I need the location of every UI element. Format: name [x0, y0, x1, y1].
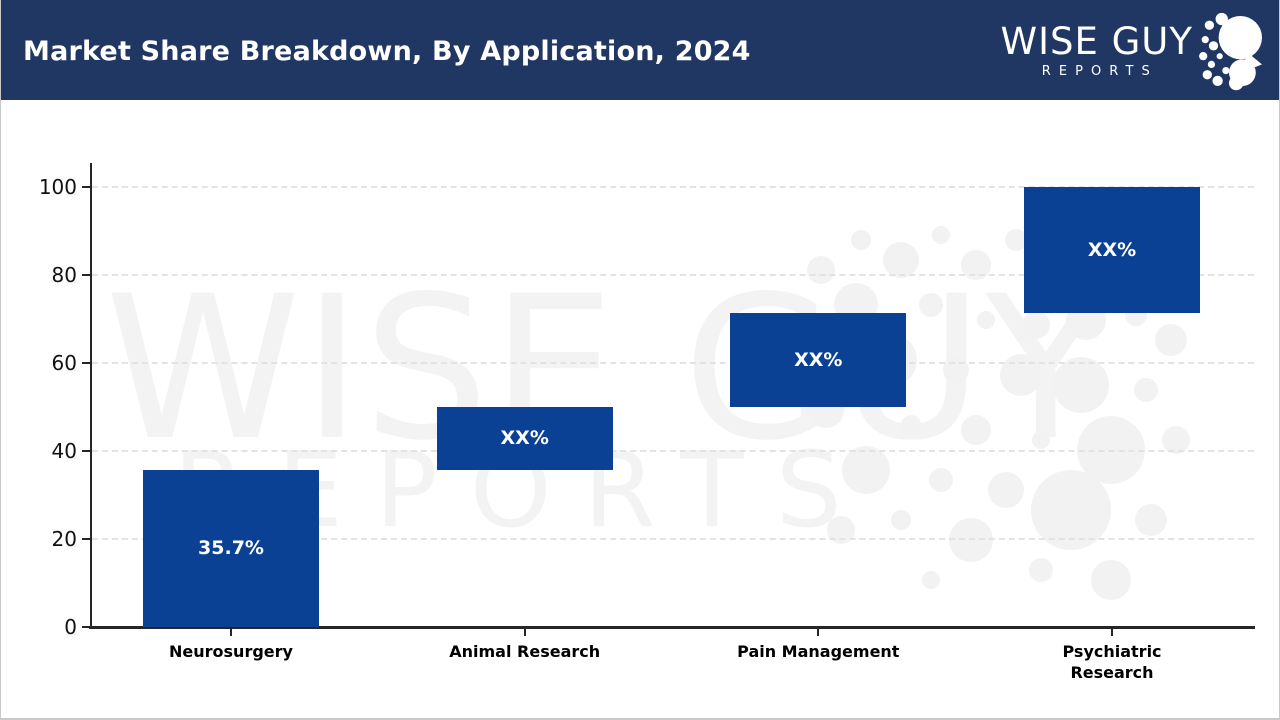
bar-value-label-pain-management: XX%: [794, 348, 843, 371]
x-tick-neurosurgery: [230, 629, 232, 636]
x-tick-animal-research: [523, 629, 526, 636]
y-tick-20: [82, 538, 90, 540]
bar-neurosurgery: 35.7%: [143, 469, 319, 627]
y-tick-label-20: 20: [51, 527, 77, 551]
logo-face-icon: [1199, 12, 1262, 91]
bar-value-label-animal-research: XX%: [500, 427, 549, 450]
logo-name: WISE GUY: [1000, 20, 1193, 63]
gridline-20: [92, 538, 1254, 540]
y-tick-label-60: 60: [51, 351, 77, 375]
header-banner: Market Share Breakdown, By Application, …: [1, 0, 1279, 100]
wise-guy-logo: WISE GUY REPORTS: [1001, 8, 1263, 94]
bar-value-label-psychiatric-research: XX%: [1087, 238, 1137, 261]
gridline-100: [92, 186, 1254, 188]
category-label-pain-management: Pain Management: [737, 642, 900, 661]
bar-pain-management: XX%: [730, 312, 907, 407]
y-tick-label-40: 40: [51, 439, 77, 463]
gridline-80: [92, 274, 1254, 276]
y-tick-40: [82, 450, 90, 452]
x-tick-pain-management: [817, 629, 820, 636]
y-axis-line: [90, 163, 92, 628]
bar-psychiatric-research: XX%: [1024, 187, 1200, 313]
gridline-40: [92, 450, 1254, 452]
y-tick-label-100: 100: [38, 175, 77, 199]
y-tick-label-0: 0: [64, 615, 77, 639]
category-label-psychiatric-research: Psychiatric Research: [1062, 642, 1162, 682]
y-tick-label-80: 80: [51, 263, 77, 287]
x-axis-line: [89, 626, 1255, 629]
bar-value-label-neurosurgery: 35.7%: [198, 537, 264, 560]
y-tick-60: [82, 362, 90, 364]
page-title: Market Share Breakdown, By Application, …: [23, 36, 751, 67]
x-tick-psychiatric-research: [1111, 629, 1113, 636]
y-tick-0: [82, 626, 90, 628]
bar-animal-research: XX%: [436, 407, 613, 470]
category-label-animal-research: Animal Research: [449, 642, 601, 661]
category-label-neurosurgery: Neurosurgery: [169, 642, 293, 661]
y-tick-100: [82, 186, 90, 188]
logo-text-block: WISE GUY REPORTS: [1001, 23, 1193, 79]
logo-subtitle: REPORTS: [1041, 64, 1158, 79]
gridline-60: [92, 362, 1254, 364]
chart-area: WISE GUY REPORTS 0 20 40 60 80 100 35: [1, 100, 1279, 718]
y-tick-80: [82, 274, 90, 276]
